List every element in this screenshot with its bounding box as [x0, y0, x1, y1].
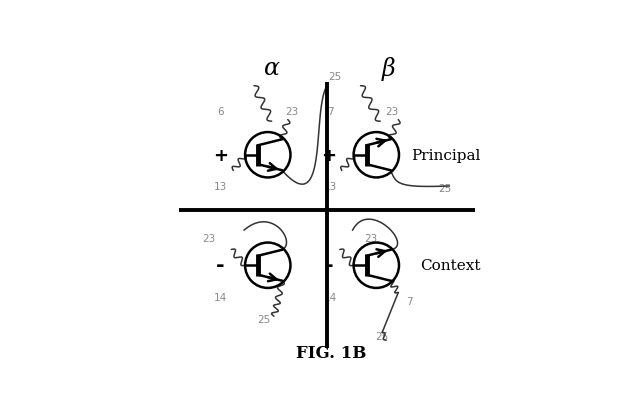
Text: 13: 13 — [324, 182, 338, 192]
Text: 25: 25 — [328, 72, 341, 82]
Text: +: + — [322, 146, 336, 164]
Text: +: + — [213, 146, 228, 164]
Text: β: β — [382, 57, 395, 81]
Text: FIG. 1B: FIG. 1B — [296, 344, 366, 361]
Text: -: - — [325, 256, 333, 276]
Text: 25: 25 — [257, 314, 271, 324]
Text: 25: 25 — [439, 184, 452, 194]
Text: 14: 14 — [214, 292, 227, 302]
Text: 23: 23 — [285, 107, 298, 117]
Text: Principal: Principal — [412, 148, 481, 162]
Text: 13: 13 — [214, 182, 227, 192]
Text: 25: 25 — [376, 331, 389, 342]
Text: Context: Context — [420, 258, 481, 272]
Text: 6: 6 — [217, 107, 224, 117]
Text: 23: 23 — [364, 233, 377, 243]
Text: 7: 7 — [406, 296, 413, 306]
Text: -: - — [216, 256, 225, 276]
Text: 7: 7 — [327, 107, 334, 117]
Text: α: α — [263, 57, 279, 80]
Text: 23: 23 — [385, 107, 399, 117]
Text: 14: 14 — [324, 292, 338, 302]
Text: 23: 23 — [202, 233, 215, 243]
